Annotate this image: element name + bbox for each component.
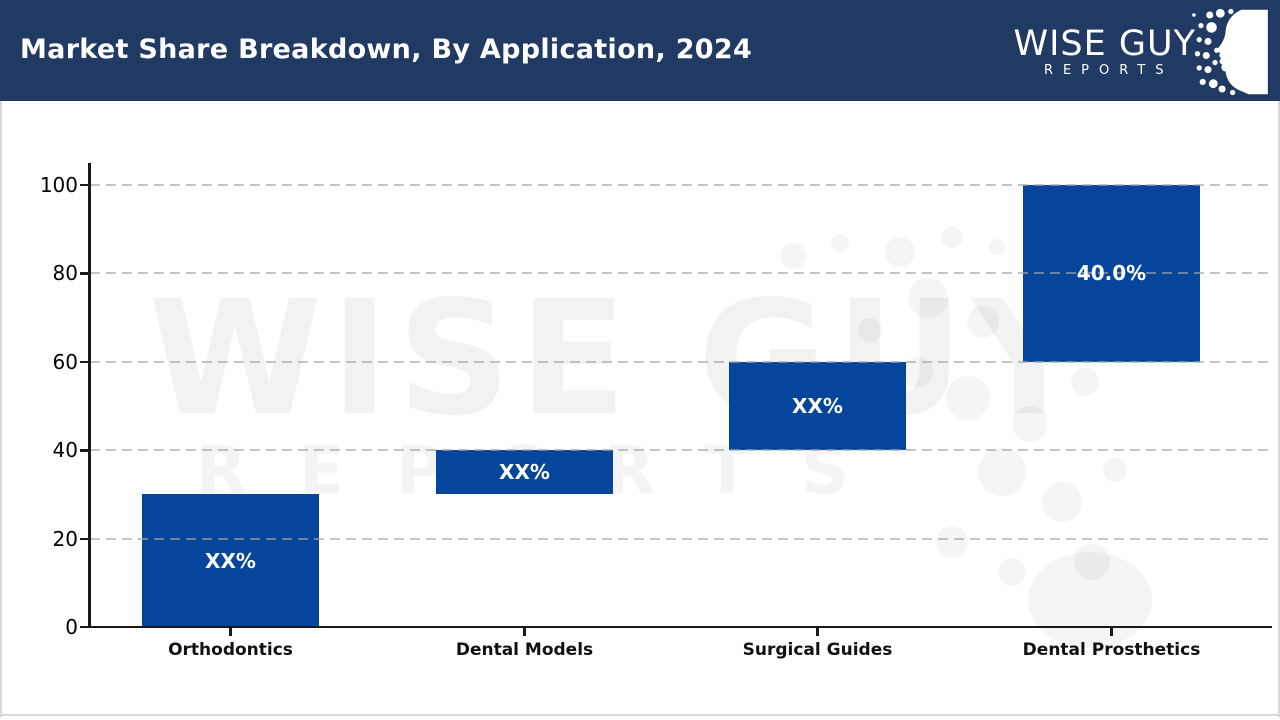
y-axis-tick-label: 40 xyxy=(52,438,78,463)
x-axis-tickmark xyxy=(816,628,819,636)
gridline xyxy=(90,360,1272,363)
y-axis-tick-label: 80 xyxy=(52,261,78,286)
y-axis-tickmark xyxy=(80,272,89,275)
figure-border-right xyxy=(1278,101,1280,717)
y-axis-tickmark xyxy=(80,626,89,629)
x-axis-tickmark xyxy=(523,628,526,636)
bar-orthodontics xyxy=(142,494,319,627)
y-axis-tickmark xyxy=(80,360,89,364)
x-category-label: Orthodontics xyxy=(168,640,293,660)
bar-value-label: 40.0% xyxy=(1076,261,1147,286)
wise-guy-logo: WISE GUY REPORTS xyxy=(1013,8,1270,96)
x-axis-tickmark xyxy=(229,628,232,636)
y-axis-spine xyxy=(88,163,91,628)
watermark-wordmark: WISE GUY xyxy=(148,267,1095,451)
gridline xyxy=(90,272,1272,275)
y-axis-tick-label: 60 xyxy=(52,349,78,374)
logo-wordmark: WISE GUY REPORTS xyxy=(1013,23,1196,79)
y-axis-tickmark xyxy=(80,537,89,540)
x-axis-spine xyxy=(88,625,1272,628)
page-title: Market Share Breakdown, By Application, … xyxy=(20,34,753,65)
logo-face-icon xyxy=(1192,8,1268,96)
gridline xyxy=(90,449,1272,452)
bar-value-label: XX% xyxy=(792,394,843,418)
logo-line2: REPORTS xyxy=(1043,63,1174,79)
x-category-label: Surgical Guides xyxy=(742,640,893,660)
figure-border-bottom xyxy=(0,714,1280,716)
y-axis-tick-label: 0 xyxy=(65,615,78,639)
gridline xyxy=(90,537,1272,540)
bar-value-label: XX% xyxy=(205,548,256,573)
x-category-label: Dental Prosthetics xyxy=(1022,640,1201,660)
y-axis-tickmark xyxy=(80,449,89,452)
y-axis-tickmark xyxy=(80,184,89,187)
x-category-label: Dental Models xyxy=(455,640,594,660)
y-axis-tick-label: 20 xyxy=(52,526,78,551)
x-axis-tickmark xyxy=(1110,628,1113,636)
bar-surgical-guides xyxy=(729,361,906,451)
bar-dental-models xyxy=(436,450,613,495)
gridline xyxy=(90,184,1272,186)
logo-line1: WISE GUY xyxy=(1013,23,1196,64)
y-axis-tick-label: 100 xyxy=(39,173,78,197)
figure-border-left xyxy=(0,101,2,717)
header: Market Share Breakdown, By Application, … xyxy=(0,0,1280,101)
bar-value-label: XX% xyxy=(499,460,550,485)
